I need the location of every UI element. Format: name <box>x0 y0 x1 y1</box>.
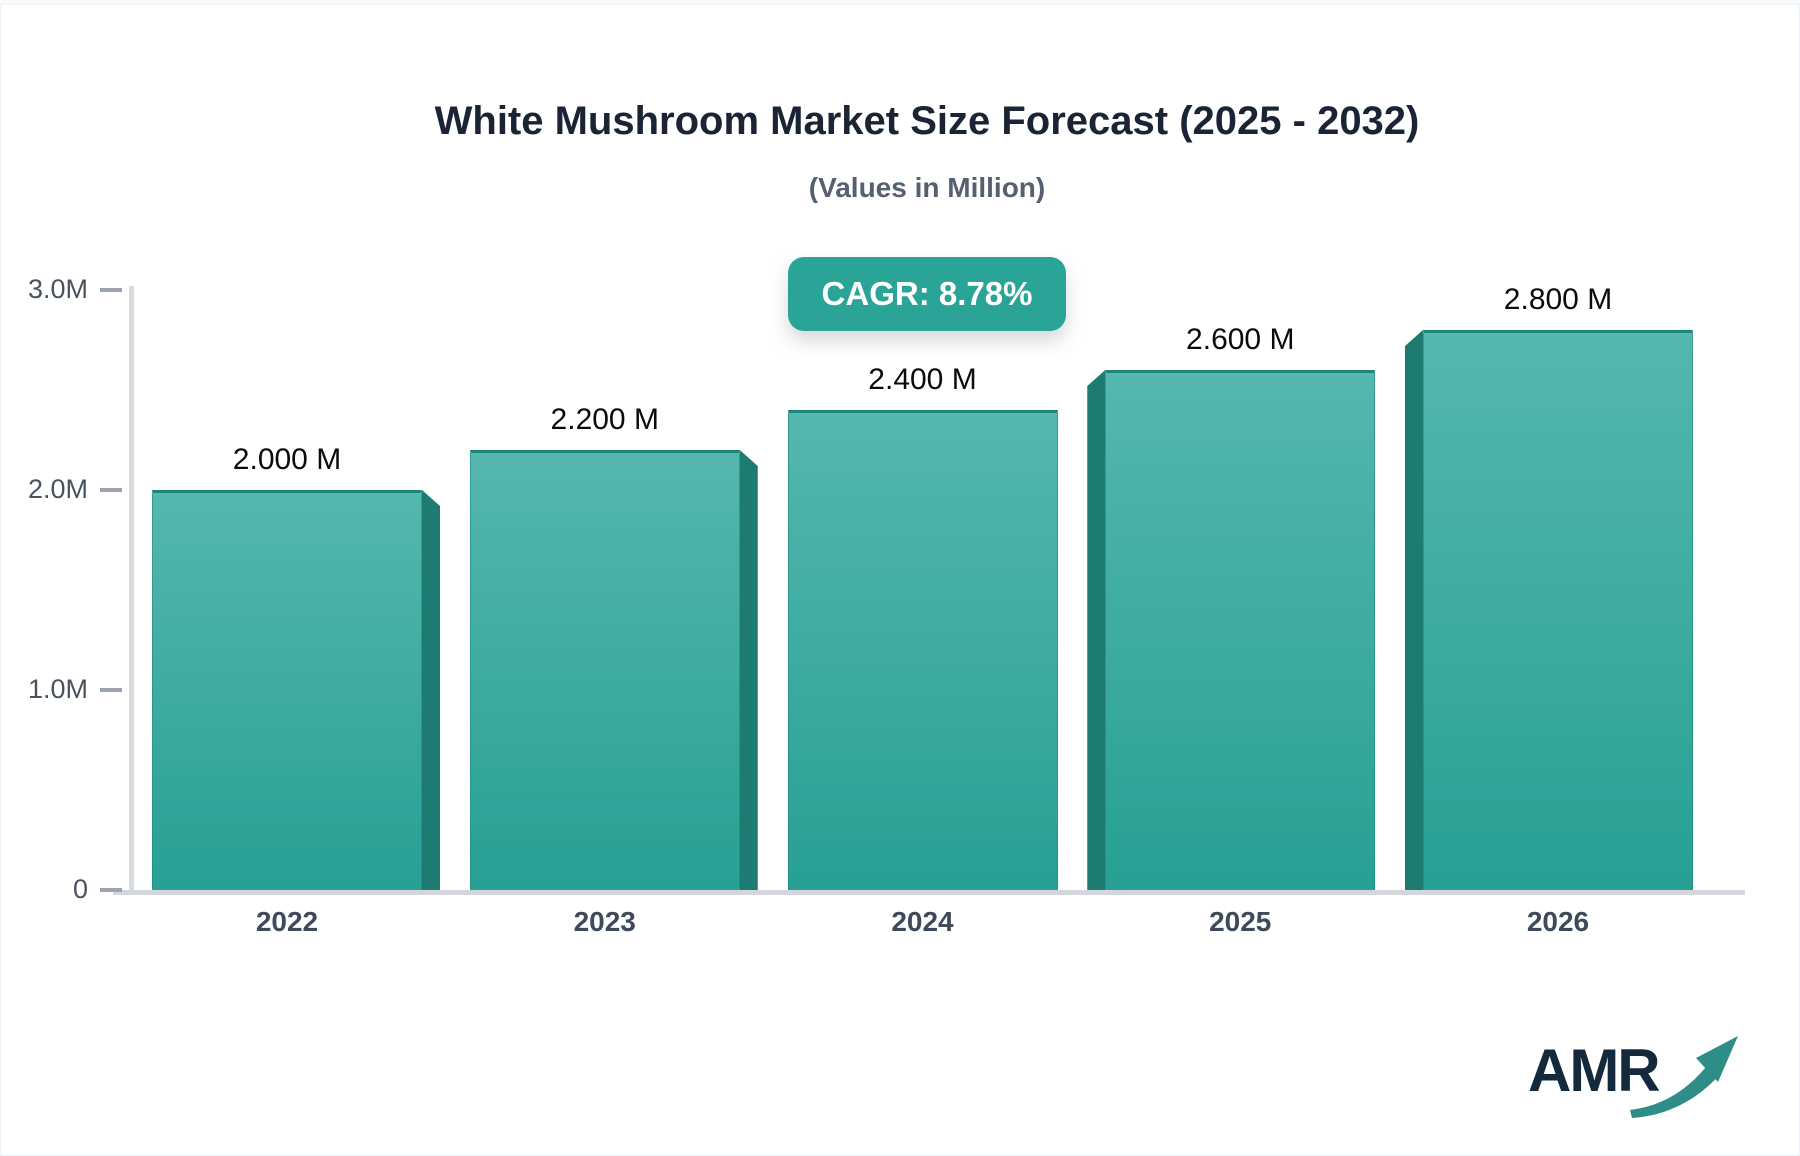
bar-side-face <box>1087 370 1106 890</box>
x-axis-label: 2026 <box>1526 906 1590 937</box>
x-axis-label: 2024 <box>891 906 954 937</box>
amr-logo-text: AMR <box>1528 1037 1661 1104</box>
y-tick-label: 2.0M <box>27 474 88 504</box>
y-tick-label: 0 <box>72 874 88 904</box>
bar-value-label: 2.800 M <box>1503 283 1613 316</box>
chart-title: White Mushroom Market Size Forecast (202… <box>434 99 1420 143</box>
x-axis-label: 2023 <box>573 906 636 937</box>
bar-value-label: 2.600 M <box>1186 323 1295 356</box>
y-tick-label: 3.0M <box>27 274 88 304</box>
bar-side-face <box>1405 330 1423 890</box>
bar-side-face <box>422 490 440 890</box>
y-tick-mark <box>100 288 122 292</box>
y-tick-label: 1.0M <box>27 674 88 704</box>
y-tick-mark <box>100 488 122 492</box>
bar-2023 <box>469 450 740 890</box>
bar-2022 <box>152 490 422 890</box>
cagr-badge: CAGR: 8.78% <box>788 257 1066 331</box>
x-axis-label: 2025 <box>1209 906 1272 937</box>
bar-2025 <box>1105 370 1376 890</box>
bar-value-label: 2.200 M <box>550 403 659 436</box>
y-tick-mark <box>100 688 122 692</box>
x-axis-line <box>113 890 1745 895</box>
amr-logo: AMR <box>1528 1030 1738 1130</box>
bar-2024 <box>787 410 1058 890</box>
x-axis-label: 2022 <box>255 906 319 937</box>
chart-subtitle: (Values in Million) <box>808 172 1046 203</box>
bar-2026 <box>1423 330 1693 890</box>
bar-value-label: 2.400 M <box>868 363 977 396</box>
bar-value-label: 2.000 M <box>232 443 342 476</box>
y-axis-line <box>129 286 134 895</box>
amr-logo-arrow-icon <box>1630 1036 1738 1118</box>
bar-side-face <box>739 450 758 890</box>
y-tick-mark <box>100 888 122 892</box>
